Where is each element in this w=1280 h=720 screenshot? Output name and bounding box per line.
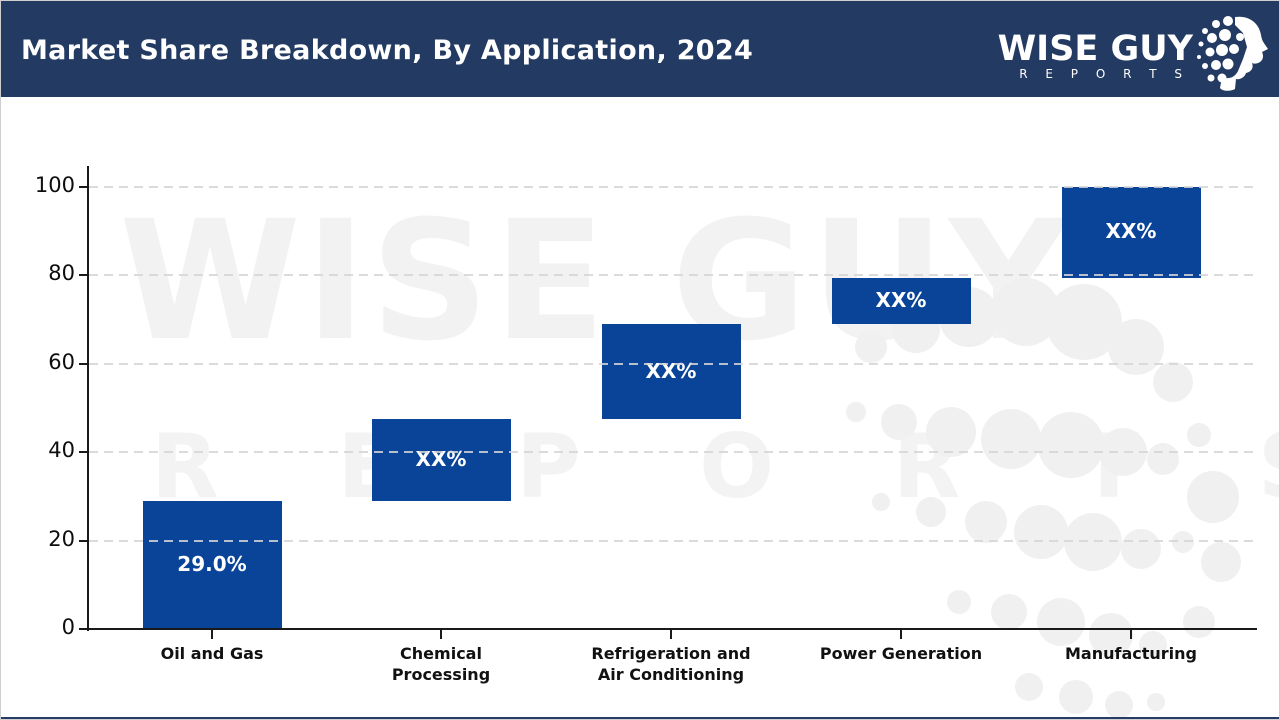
watermark-dotted-head-icon [846, 278, 1241, 717]
bar-value-label: XX% [1105, 219, 1157, 244]
x-category-label-line: Refrigeration and [591, 644, 751, 663]
y-tick-label: 60 [48, 349, 75, 374]
gridline [89, 539, 1257, 542]
x-tick-mark [211, 630, 213, 639]
gridline [89, 362, 1257, 365]
watermark: WISE GUY R E P O R T S [1, 97, 1279, 719]
gridline [89, 451, 1257, 454]
gridline [89, 274, 1257, 277]
x-tick-mark [1130, 630, 1132, 639]
x-tick-mark [440, 630, 442, 639]
x-tick-mark [670, 630, 672, 639]
x-category-label: Manufacturing [1011, 643, 1251, 664]
header: Market Share Breakdown, By Application, … [1, 1, 1279, 97]
y-tick-label: 80 [48, 261, 75, 286]
x-category-label: Power Generation [781, 643, 1021, 664]
x-category-label-line: Chemical [400, 644, 482, 663]
bar [601, 324, 741, 420]
bar-value-label: XX% [875, 287, 927, 312]
bar-value-label: 29.0% [177, 551, 247, 576]
y-tick-label: 100 [34, 173, 75, 197]
bar [142, 500, 282, 629]
y-tick-label: 40 [48, 438, 75, 463]
page-title: Market Share Breakdown, By Application, … [21, 35, 754, 66]
y-tick-mark [79, 539, 87, 542]
y-tick-label: 20 [48, 526, 75, 551]
y-tick-mark [79, 274, 87, 277]
y-tick-mark [79, 362, 87, 365]
x-category-label: Refrigeration and Air Conditioning [551, 643, 791, 685]
brand-logo: WISE GUY R E P O R T S [998, 7, 1268, 93]
bar [831, 277, 971, 325]
y-axis-line [87, 166, 89, 631]
brand-sub: R E P O R T S [1019, 67, 1189, 81]
y-tick-mark [79, 628, 87, 630]
dotted-head-icon [1197, 16, 1268, 91]
y-tick-label: 0 [61, 615, 75, 639]
brand-name: WISE GUY [997, 29, 1193, 69]
x-axis-line [87, 628, 1257, 630]
gridline [89, 186, 1257, 188]
bar-value-label: XX% [415, 446, 467, 471]
bar [371, 419, 511, 501]
x-category-label-line: Power Generation [819, 644, 983, 663]
x-category-label-line: Processing [391, 665, 491, 684]
footer-strip [1, 717, 1279, 719]
x-category-label-line: Air Conditioning [597, 665, 745, 684]
x-category-label-line: Oil and Gas [160, 644, 264, 663]
bar [1061, 187, 1201, 278]
x-tick-mark [900, 630, 902, 639]
y-tick-mark [79, 451, 87, 454]
x-category-label-line: Manufacturing [1065, 644, 1197, 663]
x-category-label: Chemical Processing [321, 643, 561, 685]
bar-value-label: XX% [645, 358, 697, 383]
x-category-label: Oil and Gas [92, 643, 332, 664]
y-tick-mark [79, 186, 87, 188]
